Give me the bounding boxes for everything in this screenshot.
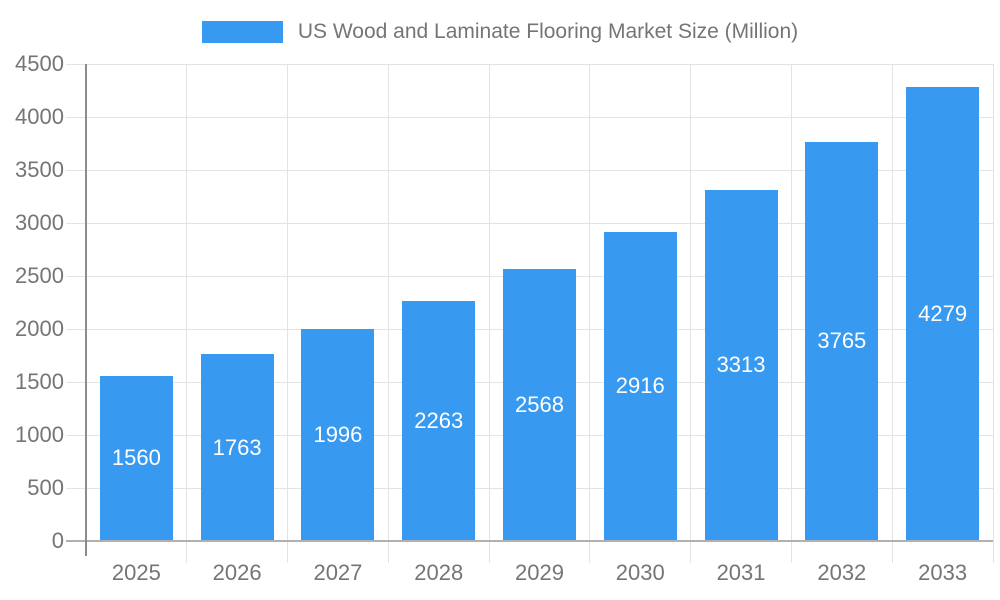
legend: US Wood and Laminate Flooring Market Siz… bbox=[0, 21, 1000, 43]
bar[interactable]: 1560 bbox=[99, 375, 173, 541]
plot-area: 0 500 1000 1500 2000 2500 3000 3500 4000 4500 2025… bbox=[15, 52, 994, 585]
bar-value-label: 1560 bbox=[111, 445, 161, 471]
x-tick-label: 2025 bbox=[111, 560, 161, 585]
legend-label: US Wood and Laminate Flooring Market Siz… bbox=[297, 20, 799, 43]
bar-value-label: 2568 bbox=[515, 391, 564, 417]
y-tick-label: 3500 bbox=[15, 157, 64, 182]
v-gridline bbox=[488, 64, 490, 563]
legend-swatch bbox=[201, 21, 283, 43]
bar[interactable]: 3313 bbox=[704, 189, 778, 541]
v-gridline bbox=[186, 64, 188, 563]
v-gridline bbox=[992, 64, 994, 563]
y-tick-label: 1000 bbox=[15, 422, 64, 447]
y-tick-label: 2500 bbox=[15, 263, 64, 288]
bar-value-label: 4279 bbox=[918, 301, 968, 327]
y-tick-label: 0 bbox=[51, 528, 64, 553]
x-tick-label: 2028 bbox=[414, 560, 464, 585]
bar[interactable]: 2263 bbox=[402, 301, 476, 541]
bar[interactable]: 1996 bbox=[301, 329, 375, 541]
v-gridline bbox=[287, 64, 289, 563]
v-gridline bbox=[891, 64, 893, 563]
bar[interactable]: 2916 bbox=[603, 231, 677, 541]
v-gridline bbox=[790, 64, 792, 563]
bar-value-label: 3765 bbox=[817, 328, 867, 354]
y-tick-label: 500 bbox=[27, 475, 64, 500]
bar-value-label: 1996 bbox=[313, 422, 363, 448]
bar[interactable]: 3765 bbox=[805, 141, 879, 541]
bar-value-label: 3313 bbox=[716, 352, 766, 378]
x-tick-label: 2027 bbox=[313, 560, 363, 585]
v-gridline bbox=[589, 64, 591, 563]
x-axis-baseline bbox=[66, 540, 993, 542]
v-gridline bbox=[387, 64, 389, 563]
x-tick-label: 2032 bbox=[817, 560, 867, 585]
x-tick-label: 2031 bbox=[716, 560, 766, 585]
h-gridline bbox=[66, 222, 993, 224]
bar-value-label: 1763 bbox=[212, 434, 262, 460]
x-tick-label: 2026 bbox=[212, 560, 262, 585]
bar-value-label: 2916 bbox=[615, 373, 665, 399]
bar[interactable]: 2568 bbox=[503, 268, 576, 541]
h-gridline bbox=[66, 116, 993, 118]
bar[interactable]: 4279 bbox=[906, 87, 980, 541]
y-tick-label: 3000 bbox=[15, 210, 64, 235]
x-tick-label: 2033 bbox=[918, 560, 968, 585]
bar-value-label: 2263 bbox=[414, 408, 464, 434]
v-gridline bbox=[690, 64, 692, 563]
x-tick-label: 2029 bbox=[515, 560, 564, 585]
y-axis-line bbox=[85, 64, 87, 556]
h-gridline bbox=[66, 169, 993, 171]
bar[interactable]: 1763 bbox=[200, 354, 274, 541]
y-tick-label: 4500 bbox=[15, 51, 64, 76]
y-tick-label: 2000 bbox=[15, 316, 64, 341]
h-gridline bbox=[66, 63, 993, 65]
y-tick-label: 4000 bbox=[15, 104, 64, 129]
x-tick-label: 2030 bbox=[615, 560, 665, 585]
y-tick-label: 1500 bbox=[15, 369, 64, 394]
